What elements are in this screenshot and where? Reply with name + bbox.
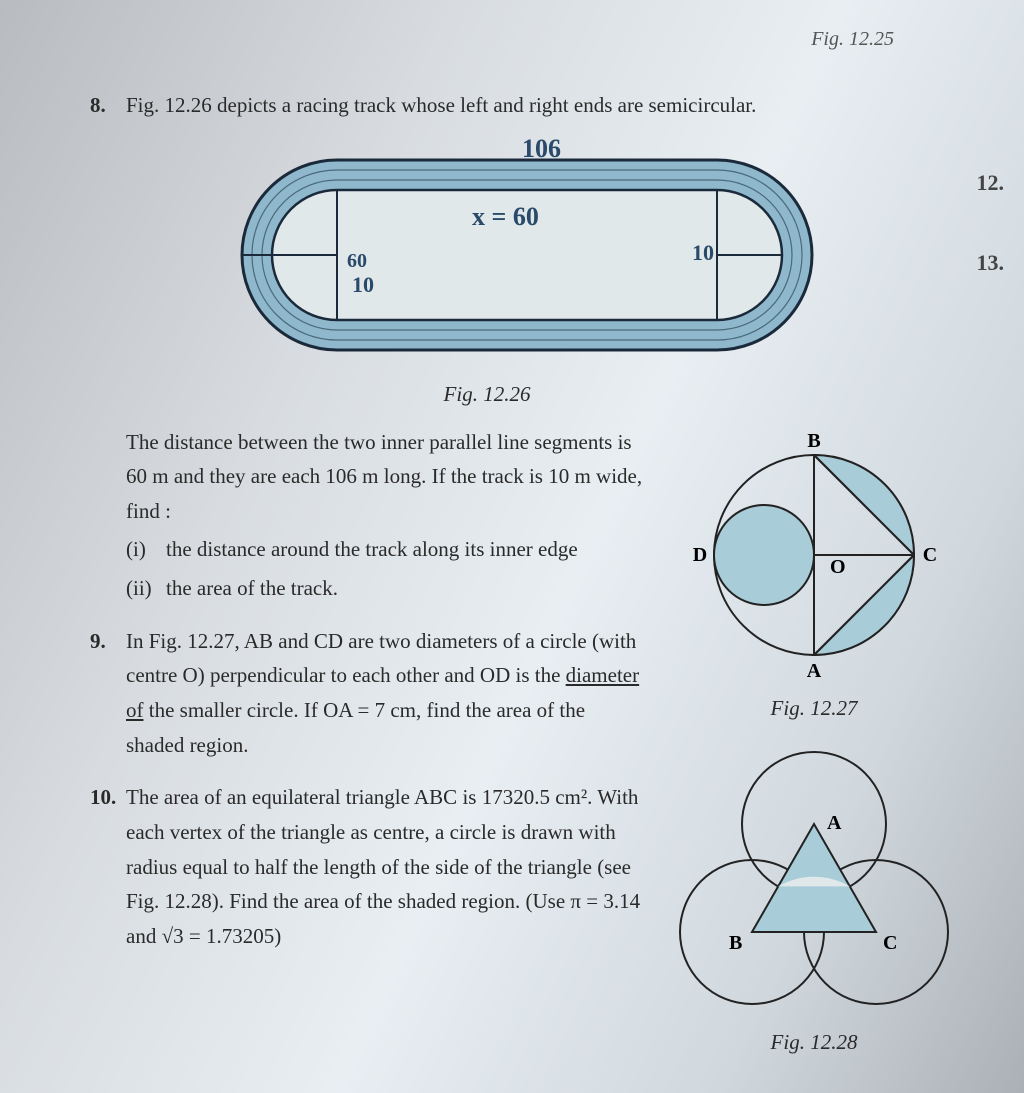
track-figure: 106 x = 60 60 10 10 (217, 140, 837, 370)
q8-i: (i) the distance around the track along … (126, 532, 644, 567)
hand-106: 106 (522, 134, 561, 164)
q10-text: The area of an equilateral triangle ABC … (126, 780, 644, 953)
q9-number: 9. (90, 624, 126, 763)
fig-1227-caption: Fig. 12.27 (664, 696, 964, 721)
fig-1226-caption: Fig. 12.26 (10, 382, 964, 407)
question-10: 10. The area of an equilateral triangle … (126, 780, 644, 953)
underline: diameter of (126, 663, 639, 722)
label-C: C (923, 544, 937, 566)
label-B: B (807, 430, 820, 452)
q10-number: 10. (90, 780, 126, 953)
fig-1228-caption: Fig. 12.28 (664, 1030, 964, 1055)
margin-number-13: 13. (977, 250, 1005, 276)
fig-1227-svg: B A D C O (684, 425, 944, 685)
label-A2: A (827, 812, 842, 834)
label-D: D (693, 544, 707, 566)
hand-10-right: 10 (692, 240, 714, 266)
text-column: The distance between the two inner paral… (90, 425, 644, 954)
q8-i-num: (i) (126, 532, 166, 567)
q8-number: 8. (90, 90, 126, 122)
body-row: The distance between the two inner paral… (90, 425, 964, 1055)
q8-ii-num: (ii) (126, 571, 166, 606)
q8-i-text: the distance around the track along its … (166, 532, 578, 567)
question-9: 9. In Fig. 12.27, AB and CD are two diam… (126, 624, 644, 763)
margin-number-12: 12. (977, 170, 1005, 196)
fig-1228-svg: A B C (669, 739, 959, 1019)
label-B2: B (729, 932, 742, 954)
track-svg (217, 140, 837, 370)
hand-x60: x = 60 (472, 202, 539, 232)
label-O: O (830, 556, 846, 578)
hand-60: 60 (347, 250, 367, 273)
q9-text: In Fig. 12.27, AB and CD are two diamete… (126, 624, 644, 763)
label-C2: C (883, 932, 897, 954)
label-A: A (807, 660, 822, 682)
figure-column: B A D C O Fig. 12.27 A B C (664, 425, 964, 1055)
page: Fig. 12.25 12. 13. 8. Fig. 12.26 depicts… (0, 0, 1024, 1093)
q8-text: Fig. 12.26 depicts a racing track whose … (126, 90, 756, 122)
hand-10-left: 10 (352, 272, 374, 298)
q8-ii: (ii) the area of the track. (126, 571, 644, 606)
q8-para: The distance between the two inner paral… (126, 425, 644, 529)
q8-ii-text: the area of the track. (166, 571, 338, 606)
question-8: 8. Fig. 12.26 depicts a racing track who… (90, 90, 964, 122)
top-figure-ref: Fig. 12.25 (811, 28, 894, 51)
